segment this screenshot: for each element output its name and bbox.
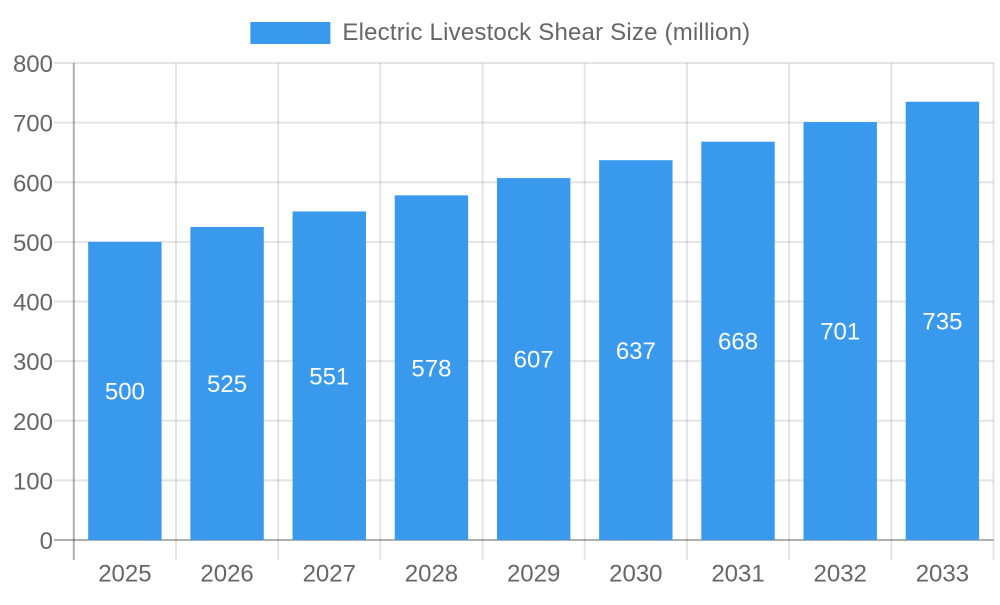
svg-text:2033: 2033 — [916, 561, 969, 588]
svg-text:668: 668 — [718, 329, 758, 356]
svg-text:2025: 2025 — [98, 561, 151, 588]
svg-text:578: 578 — [411, 355, 451, 382]
svg-text:300: 300 — [13, 349, 53, 376]
svg-text:551: 551 — [309, 363, 349, 390]
svg-text:525: 525 — [207, 371, 247, 398]
svg-text:2030: 2030 — [609, 561, 662, 588]
svg-text:701: 701 — [820, 319, 860, 346]
svg-text:100: 100 — [13, 468, 53, 495]
svg-text:607: 607 — [514, 347, 554, 374]
svg-text:637: 637 — [616, 338, 656, 365]
svg-text:200: 200 — [13, 409, 53, 436]
svg-text:0: 0 — [40, 528, 53, 555]
svg-text:2028: 2028 — [405, 561, 458, 588]
svg-text:700: 700 — [13, 111, 53, 138]
svg-text:500: 500 — [13, 230, 53, 257]
svg-text:800: 800 — [13, 51, 53, 78]
svg-text:2027: 2027 — [303, 561, 356, 588]
svg-text:400: 400 — [13, 290, 53, 317]
svg-text:2031: 2031 — [711, 561, 764, 588]
svg-text:500: 500 — [105, 379, 145, 406]
svg-text:735: 735 — [922, 309, 962, 336]
svg-text:Electric Livestock Shear Size: Electric Livestock Shear Size (million) — [342, 19, 750, 46]
svg-text:600: 600 — [13, 170, 53, 197]
svg-text:2026: 2026 — [200, 561, 253, 588]
svg-text:2029: 2029 — [507, 561, 560, 588]
svg-text:2032: 2032 — [814, 561, 867, 588]
